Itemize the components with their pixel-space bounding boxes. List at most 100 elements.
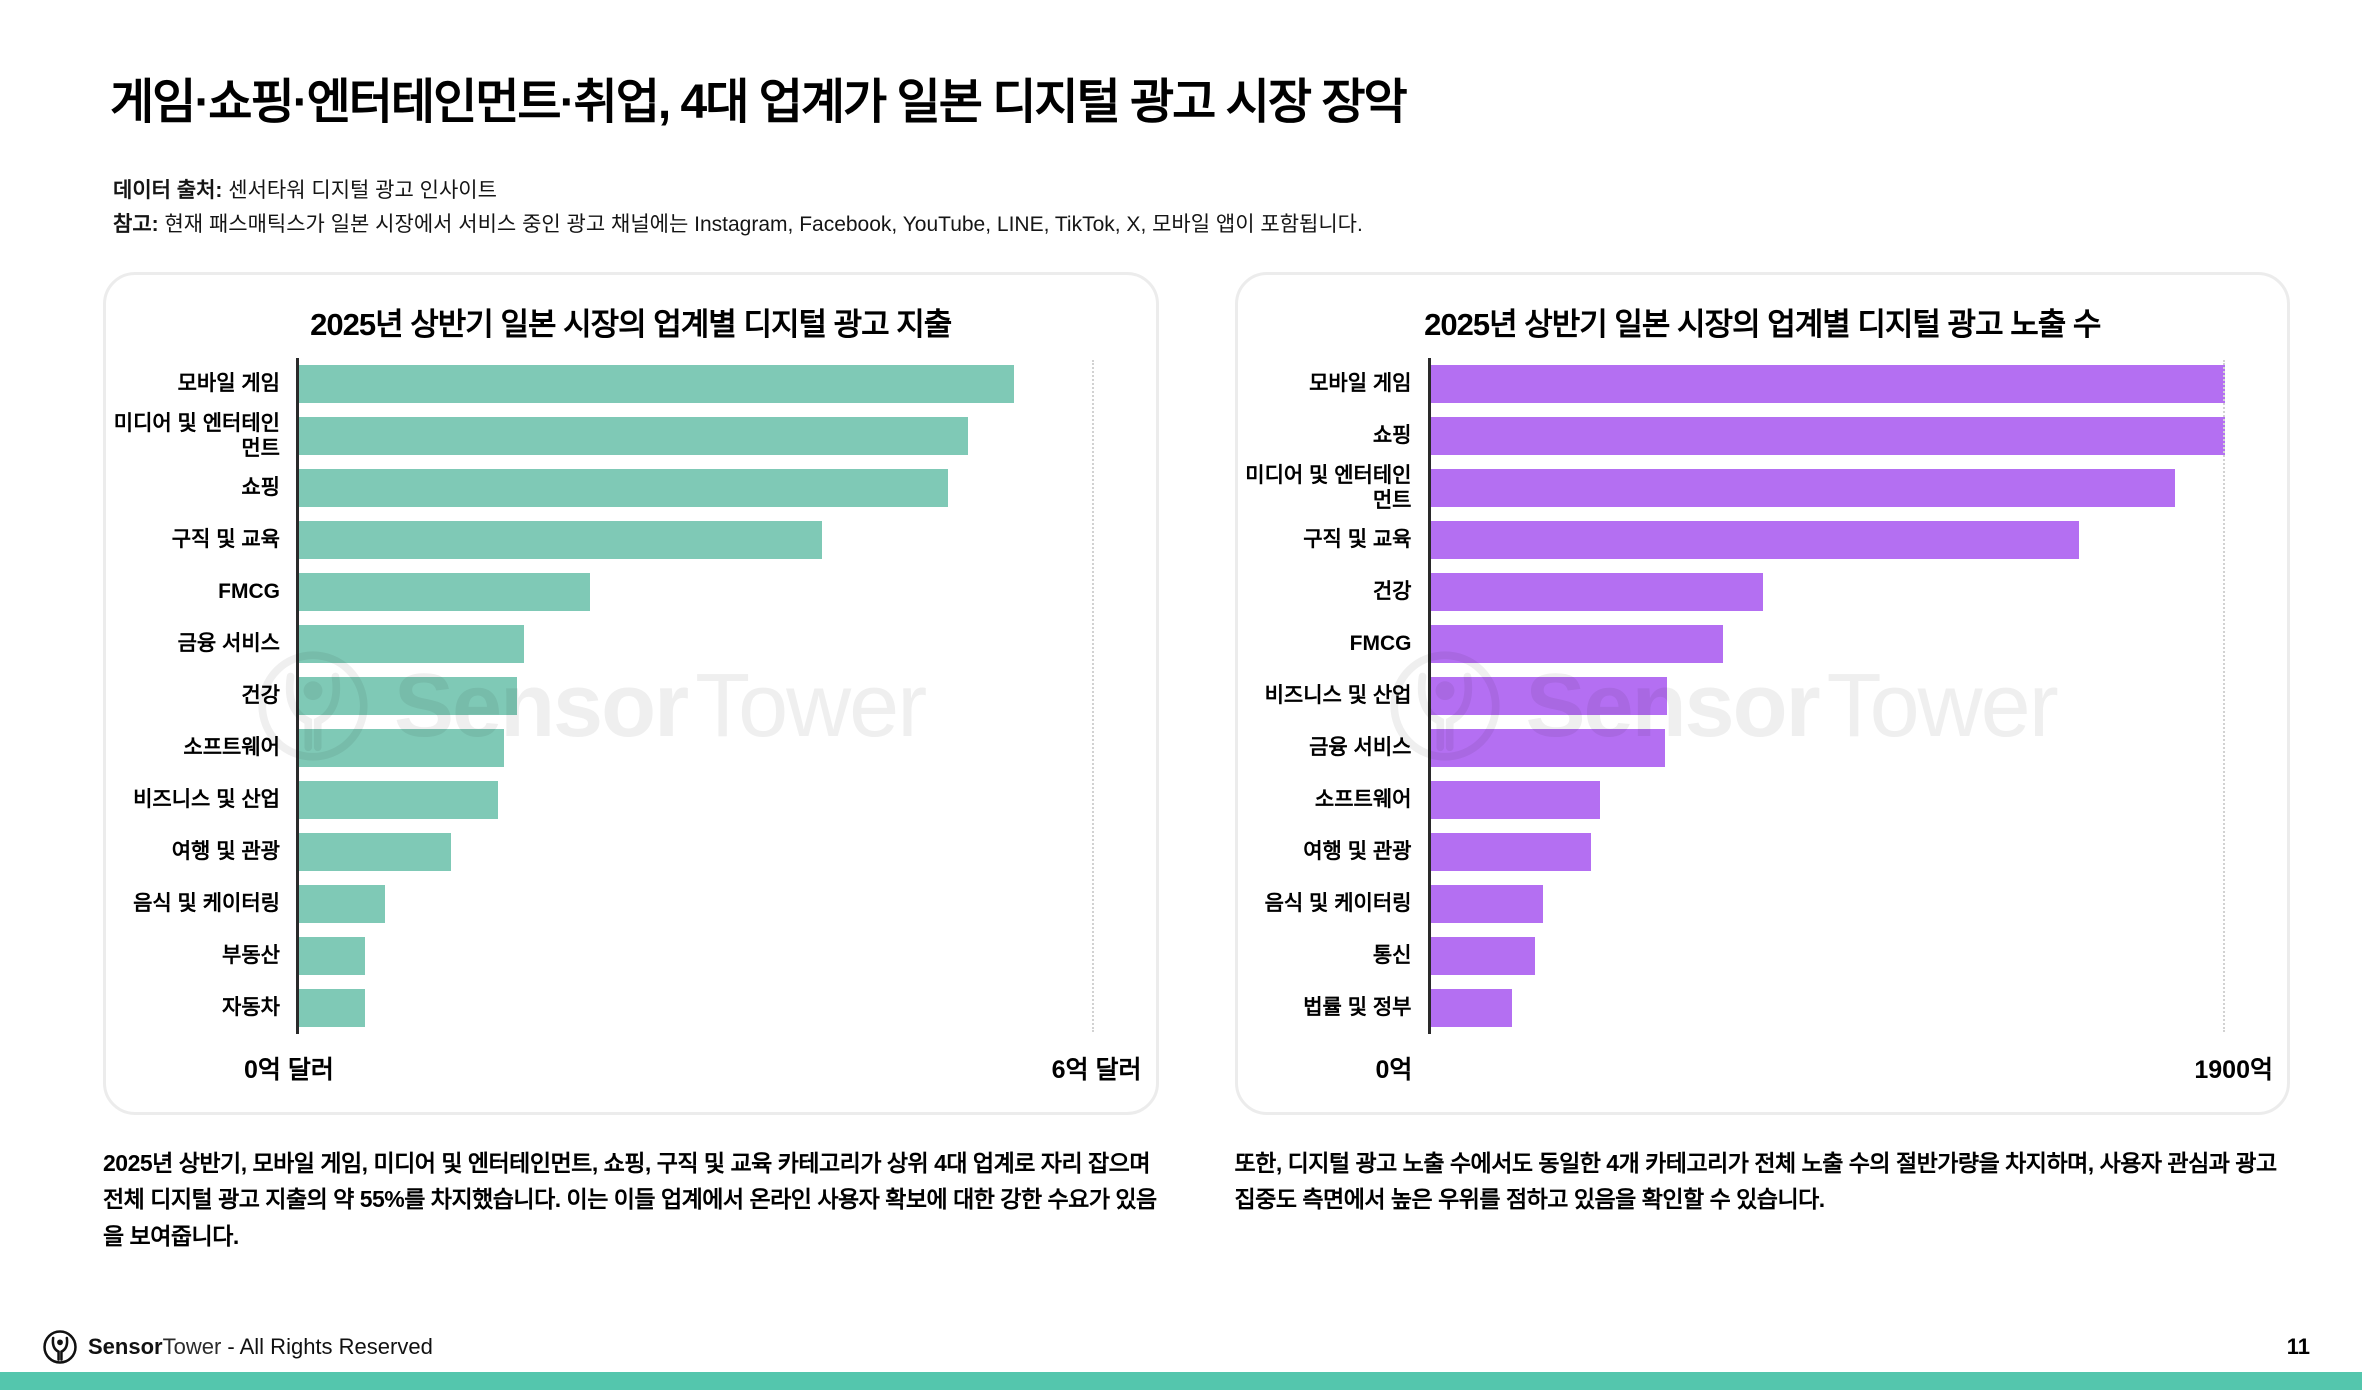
page-number: 11 [2286, 1334, 2310, 1359]
category-label: 음식 및 케이터링 [1264, 892, 1412, 916]
source-note-line1: 데이터 출처: 센서타워 디지털 광고 인사이트 [113, 174, 2249, 208]
category-label: FMCG [1349, 632, 1412, 656]
category-label: 쇼핑 [1372, 424, 1412, 448]
bar-track [296, 826, 1094, 879]
bar [1430, 833, 1592, 872]
caption-ad-spend: 2025년 상반기, 모바일 게임, 미디어 및 엔터테인먼트, 쇼핑, 구직 … [103, 1150, 1157, 1249]
chart-row: 부동산 [106, 930, 1156, 983]
chart-title-ad-spend: 2025년 상반기 일본 시장의 업계별 디지털 광고 지출 [310, 307, 952, 343]
category-label: 금융 서비스 [177, 632, 280, 656]
bar [299, 781, 498, 820]
bar [299, 729, 505, 768]
note-text: 현재 패스매틱스가 일본 시장에서 서비스 중인 광고 채널에는 Instagr… [158, 213, 1363, 237]
bar-chart-ad-spend: 모바일 게임 미디어 및 엔터테인먼트 쇼핑 구직 및 교육 FMCG 금융 서비스 건강 소… [106, 358, 1156, 1035]
captions-section: 2025년 상반기, 모바일 게임, 미디어 및 엔터테인먼트, 쇼핑, 구직 … [0, 1145, 2362, 1254]
bar-track [1427, 982, 2226, 1035]
bar [299, 937, 366, 976]
bar-track [1427, 566, 2226, 619]
bar [299, 573, 591, 612]
note-label: 참고: [113, 213, 159, 237]
bar [299, 521, 823, 560]
category-label: 자동차 [222, 996, 280, 1020]
max-gridline [1091, 360, 1094, 1033]
chart-row: 건강 [1238, 566, 2288, 619]
bar [1430, 625, 1724, 664]
chart-row: 구직 및 교육 [106, 514, 1156, 567]
bar-track [1427, 878, 2226, 931]
bar-track [1427, 410, 2225, 463]
bar [299, 833, 452, 872]
chart-row: 미디어 및 엔터테인먼트 [106, 410, 1156, 463]
bottom-accent-strip [0, 1372, 2362, 1390]
bar [1430, 781, 1600, 820]
chart-row: 여행 및 관광 [106, 826, 1156, 879]
category-label: 구직 및 교육 [1303, 528, 1412, 552]
bar-chart-ad-impressions: 모바일 게임 쇼핑 미디어 및 엔터테인먼트 구직 및 교육 건강 FMCG 비즈니스 및 … [1238, 358, 2288, 1035]
category-label: 여행 및 관광 [171, 840, 280, 864]
bar-track [1427, 930, 2226, 983]
source-label: 데이터 출처: [113, 179, 223, 202]
category-label: 미디어 및 엔터테인먼트 [1245, 463, 1412, 513]
chart-row: 통신 [1238, 930, 2288, 983]
bar [1430, 937, 1536, 976]
x-axis-max-label: 6억 달러 [1051, 1056, 1142, 1085]
bar [1430, 365, 2225, 404]
category-label: 부동산 [222, 944, 280, 968]
bar [299, 365, 1015, 404]
bar [1430, 573, 1763, 612]
bar [299, 417, 968, 456]
category-label: 쇼핑 [241, 476, 280, 500]
chart-row: 음식 및 케이터링 [106, 878, 1156, 931]
bar-track [1427, 462, 2226, 515]
bar-track [296, 618, 1094, 671]
source-text: 센서타워 디지털 광고 인사이트 [222, 179, 497, 202]
bar-track [296, 566, 1094, 619]
bar [299, 625, 525, 664]
bar-track [296, 410, 1094, 463]
chart-row: 건강 [106, 670, 1156, 723]
category-label: 미디어 및 엔터테인먼트 [113, 411, 280, 461]
bar [299, 469, 948, 508]
bar [1430, 469, 2175, 508]
bar-track [1427, 670, 2226, 723]
category-label: 모바일 게임 [177, 372, 280, 396]
category-label: 비즈니스 및 산업 [133, 788, 280, 812]
footer: SensorTower - All Rights Reserved 11 [0, 1324, 2362, 1370]
category-label: 여행 및 관광 [1303, 840, 1412, 864]
chart-row: 여행 및 관광 [1238, 826, 2288, 879]
chart-row: 구직 및 교육 [1238, 514, 2288, 567]
x-axis-max-label: 1900억 [2194, 1056, 2273, 1085]
chart-row: 법률 및 정부 [1238, 982, 2288, 1035]
category-label: FMCG [218, 580, 280, 604]
chart-row: 금융 서비스 [1238, 722, 2288, 775]
bar-track [1427, 514, 2226, 567]
bar [299, 885, 386, 924]
chart-row: 자동차 [106, 982, 1156, 1035]
chart-row: FMCG [1238, 618, 2288, 671]
category-label: 소프트웨어 [1314, 788, 1412, 812]
bar-track [296, 878, 1094, 931]
category-label: 법률 및 정부 [1303, 996, 1412, 1020]
max-gridline [2223, 360, 2225, 1033]
bar-track [1427, 774, 2226, 827]
category-label: 건강 [241, 684, 280, 708]
chart-row: 쇼핑 [1238, 410, 2288, 463]
x-axis-labels: 0억 달러 6억 달러 [244, 1050, 1142, 1086]
category-label: 통신 [1372, 944, 1412, 968]
bar [1430, 989, 1513, 1028]
chart-row: 금융 서비스 [106, 618, 1156, 671]
chart-title-ad-impressions: 2025년 상반기 일본 시장의 업계별 디지털 광고 노출 수 [1424, 307, 2101, 343]
bar-track [1427, 618, 2226, 671]
bar-track [296, 670, 1094, 723]
bar [1430, 885, 1544, 924]
chart-row: 비즈니스 및 산업 [1238, 670, 2288, 723]
chart-row: 쇼핑 [106, 462, 1156, 515]
bar [299, 677, 518, 716]
chart-row: 모바일 게임 [106, 358, 1156, 411]
chart-row: 비즈니스 및 산업 [106, 774, 1156, 827]
chart-row: FMCG [106, 566, 1156, 619]
source-note-line2: 참고: 현재 패스매틱스가 일본 시장에서 서비스 중인 광고 채널에는 Ins… [113, 208, 2249, 242]
category-label: 비즈니스 및 산업 [1264, 684, 1412, 708]
